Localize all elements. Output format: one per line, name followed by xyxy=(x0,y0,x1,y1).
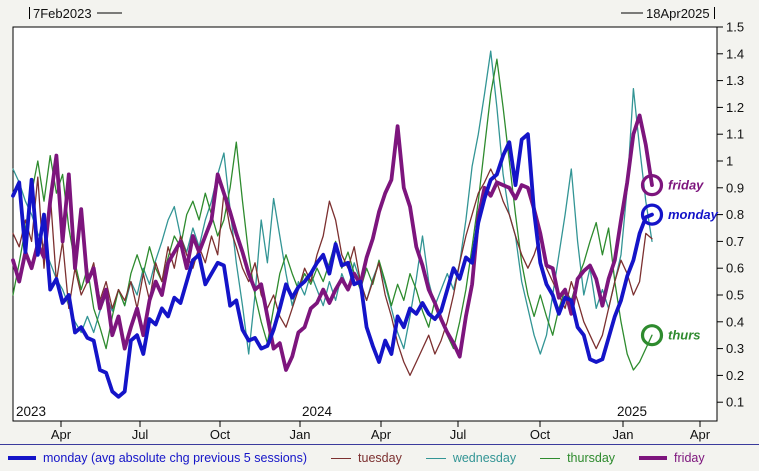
annotation-circle-thursday xyxy=(640,324,664,347)
y-axis-tick-label: 0.3 xyxy=(726,341,744,356)
x-axis-tick-label: Apr xyxy=(51,427,72,442)
x-axis-tick-label: Jul xyxy=(132,427,149,442)
annotation-label-monday: monday xyxy=(668,207,719,222)
legend-swatch-tuesday xyxy=(331,457,352,459)
x-axis-tick-label: Apr xyxy=(690,427,711,442)
legend-swatch-wednesday xyxy=(425,457,446,459)
legend-swatch-friday xyxy=(639,456,668,460)
legend-item-monday[interactable]: monday (avg absolute chg previous 5 sess… xyxy=(8,451,307,465)
legend-label-tuesday: tuesday xyxy=(358,451,402,465)
x-axis-tick-label: Oct xyxy=(210,427,231,442)
legend-item-tuesday[interactable]: tuesday xyxy=(331,451,402,465)
y-axis-tick-label: 0.1 xyxy=(726,395,744,410)
y-axis-tick-label: 1.3 xyxy=(726,73,744,88)
legend-swatch-thursday xyxy=(540,457,561,459)
x-axis-tick-label: Oct xyxy=(530,427,551,442)
x-axis-tick-label: Jul xyxy=(450,427,467,442)
y-axis-tick-label: 0.7 xyxy=(726,234,744,249)
legend-label-thursday: thursday xyxy=(567,451,616,465)
annotation-label-thursday: thurs xyxy=(668,328,701,343)
series-line-friday xyxy=(11,113,654,372)
annotation-circle-monday xyxy=(640,203,664,226)
year-label: 2024 xyxy=(302,404,333,419)
year-label: 2025 xyxy=(617,404,647,419)
series-line-monday xyxy=(11,132,654,399)
annotation-circle-friday xyxy=(640,174,664,197)
x-axis-tick-label: Jan xyxy=(290,427,311,442)
range-start-label: 7Feb2023 xyxy=(33,6,92,21)
chart-canvas[interactable]: 7Feb2023 18Apr2025 1.5 1.4 1.3 1.2 1.1 1 0.9 0.… xyxy=(0,0,759,444)
annotation-label-friday: friday xyxy=(668,178,704,193)
y-axis-tick-label: 0.2 xyxy=(726,368,744,383)
legend-item-friday[interactable]: friday xyxy=(639,451,705,465)
year-label: 2023 xyxy=(16,404,46,419)
legend-label-monday: monday (avg absolute chg previous 5 sess… xyxy=(43,451,308,465)
y-axis-tick-label: 0.5 xyxy=(726,288,744,303)
y-axis-tick-label: 0.6 xyxy=(726,261,744,276)
y-axis-tick-label: 1 xyxy=(726,154,733,169)
plot-frame xyxy=(12,26,718,422)
chart-legend: monday (avg absolute chg previous 5 sess… xyxy=(0,444,759,471)
y-axis-tick-label: 1.4 xyxy=(726,46,744,61)
x-axis-tick-label: Jan xyxy=(613,427,634,442)
x-axis-tick-label: Apr xyxy=(371,427,392,442)
legend-label-wednesday: wednesday xyxy=(452,451,517,465)
legend-item-thursday[interactable]: thursday xyxy=(540,451,615,465)
y-axis-tick-label: 1.2 xyxy=(726,100,744,115)
y-axis-tick-label: 0.4 xyxy=(726,314,744,329)
y-axis-tick-label: 1.1 xyxy=(726,127,744,142)
legend-label-friday: friday xyxy=(674,451,705,465)
y-axis-tick-label: 1.5 xyxy=(726,20,744,35)
range-end-label: 18Apr2025 xyxy=(646,6,710,21)
y-axis-tick-label: 0.9 xyxy=(726,180,744,195)
legend-item-wednesday[interactable]: wednesday xyxy=(425,451,517,465)
legend-swatch-monday xyxy=(8,456,36,460)
y-axis-tick-label: 0.8 xyxy=(726,207,744,222)
